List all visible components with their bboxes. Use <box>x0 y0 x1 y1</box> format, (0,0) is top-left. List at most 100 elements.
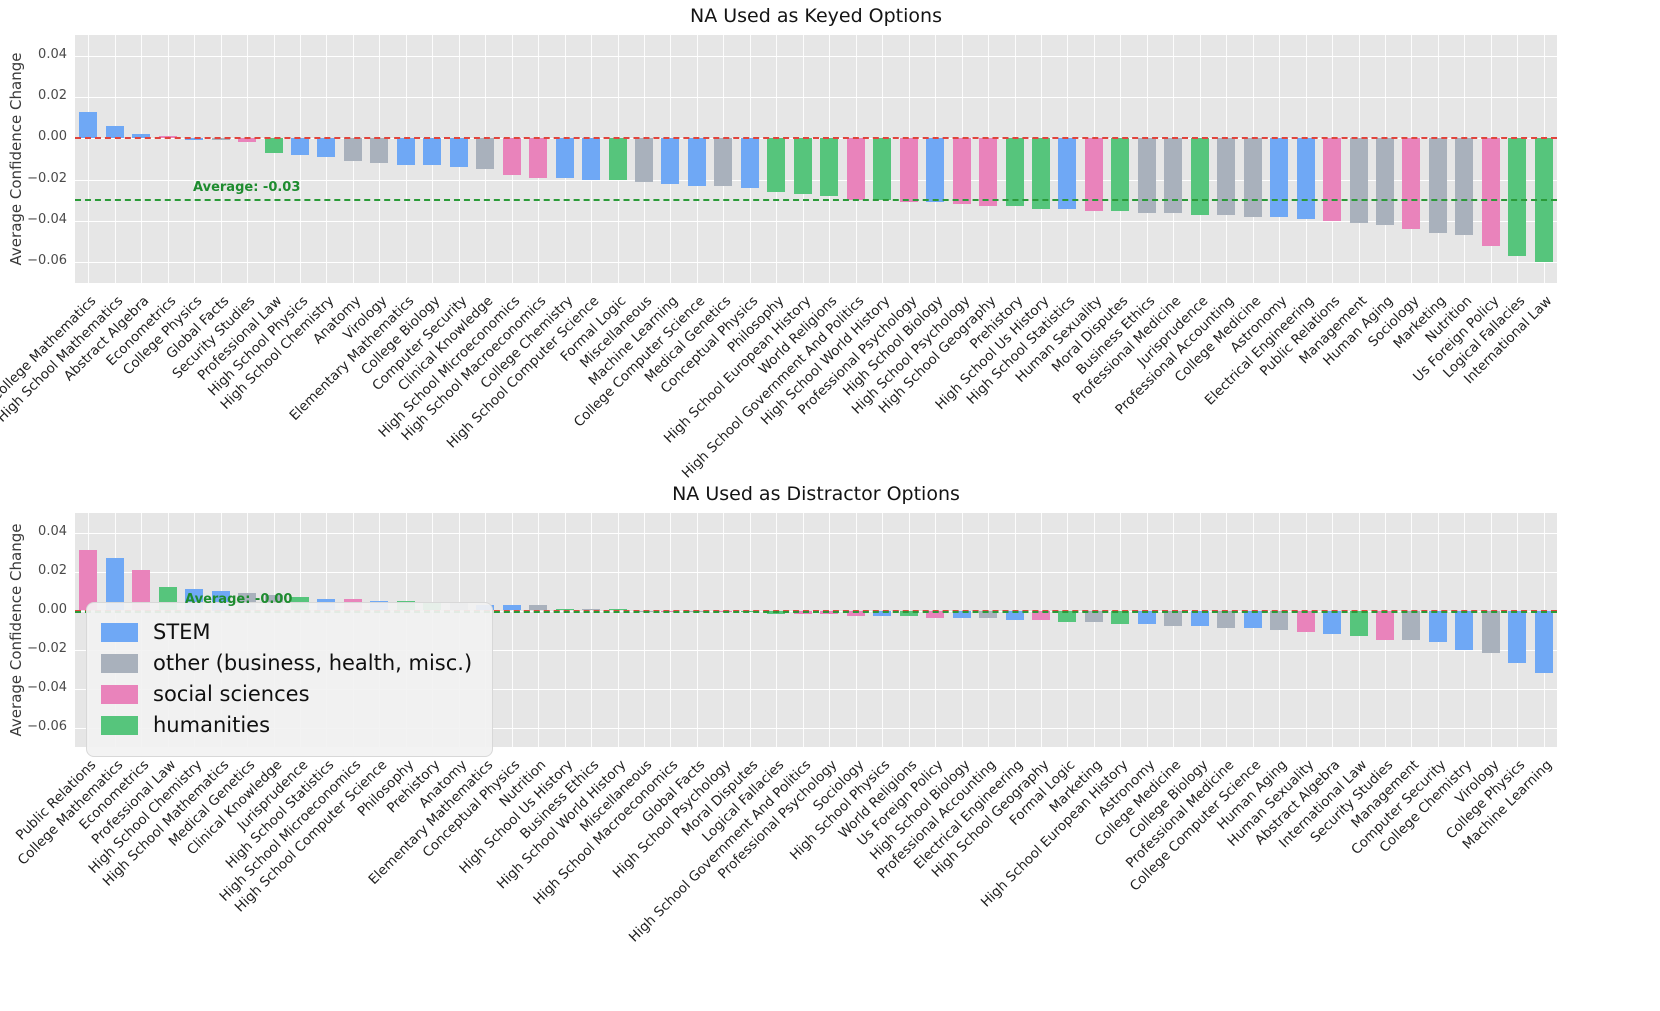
y-axis-label: Average Confidence Change <box>7 523 25 737</box>
gridline-vertical <box>908 513 910 747</box>
bar <box>370 138 389 164</box>
legend-swatch <box>101 715 138 735</box>
gridline-vertical <box>617 513 619 747</box>
average-line <box>75 199 1557 202</box>
bar <box>926 610 945 619</box>
bar <box>1481 610 1500 654</box>
bar <box>1058 610 1077 623</box>
bar <box>1031 610 1050 621</box>
bar <box>1508 138 1527 257</box>
bar <box>661 138 680 184</box>
gridline-vertical <box>220 35 222 283</box>
bar <box>1190 610 1209 627</box>
bar <box>1137 610 1156 625</box>
bar <box>1270 610 1289 630</box>
gridline-vertical <box>167 35 169 283</box>
gridline-vertical <box>1146 513 1148 747</box>
legend: STEM other (business, health, misc.) socia… <box>86 602 494 757</box>
gridline-vertical <box>670 513 672 747</box>
bar <box>1243 610 1262 628</box>
gridline-vertical <box>194 35 196 283</box>
gridline-vertical <box>776 513 778 747</box>
bar <box>873 138 892 201</box>
legend-item: other (business, health, misc.) <box>101 651 472 675</box>
gridline-horizontal <box>75 571 1557 573</box>
bar <box>582 608 601 611</box>
gridline-horizontal <box>75 97 1557 98</box>
bar <box>1455 610 1474 650</box>
bar <box>1349 138 1368 223</box>
bar <box>1164 138 1183 213</box>
gridline-vertical <box>749 513 751 747</box>
bar <box>1455 138 1474 236</box>
bar <box>529 604 548 611</box>
bar <box>238 138 256 143</box>
bar <box>1428 610 1447 642</box>
gridline-vertical <box>1014 513 1016 747</box>
bar <box>1005 138 1024 207</box>
gridline-vertical <box>829 513 831 747</box>
chart-title: NA Used as Keyed Options <box>690 5 942 27</box>
gridline-vertical <box>1173 513 1175 747</box>
legend-swatch <box>101 653 138 673</box>
bar <box>555 138 574 178</box>
legend-swatch <box>101 684 138 704</box>
y-axis-label: Average Confidence Change <box>7 52 25 266</box>
bar <box>1349 610 1368 636</box>
gridline-horizontal <box>75 688 1557 690</box>
bar <box>873 610 892 617</box>
bar <box>476 138 495 170</box>
bar <box>1402 610 1421 640</box>
y-tick-label: −0.06 <box>27 718 67 734</box>
bar <box>1428 138 1447 234</box>
legend-swatch <box>101 622 138 642</box>
bar <box>952 138 971 205</box>
y-tick-label: 0.04 <box>38 523 67 539</box>
bar <box>1243 138 1262 217</box>
bar <box>979 610 997 619</box>
gridline-vertical <box>855 513 857 747</box>
y-tick-label: −0.02 <box>27 640 67 656</box>
legend-label: humanities <box>153 713 271 737</box>
y-tick-label: −0.04 <box>27 679 67 695</box>
zero-line <box>75 137 1557 140</box>
gridline-vertical <box>696 513 698 747</box>
y-tick-label: −0.02 <box>27 170 67 186</box>
average-label: Average: -0.00 <box>185 592 293 608</box>
gridline-vertical <box>723 513 725 747</box>
bar <box>926 138 945 203</box>
bar <box>1190 138 1209 215</box>
gridline-vertical <box>935 513 937 747</box>
bar <box>1296 138 1315 219</box>
gridline-vertical <box>988 513 989 747</box>
bar <box>1164 610 1183 627</box>
bar <box>846 138 865 201</box>
bar <box>714 138 733 186</box>
gridline-vertical <box>1226 513 1228 747</box>
bar <box>899 138 918 203</box>
y-tick-label: 0.02 <box>38 562 67 578</box>
bar <box>1031 138 1050 209</box>
bar <box>979 138 997 207</box>
y-tick-label: −0.06 <box>27 253 67 269</box>
bar <box>211 138 230 141</box>
gridline-horizontal <box>75 727 1557 729</box>
chart-keyed-options: NA Used as Keyed Options Average Confide… <box>0 0 1660 481</box>
bar <box>1111 610 1130 625</box>
bar <box>1481 138 1500 246</box>
gridline-vertical <box>1040 513 1042 747</box>
bar <box>1111 138 1130 211</box>
bar <box>1323 610 1342 634</box>
gridline-vertical <box>1120 513 1122 747</box>
bar <box>793 138 812 195</box>
bar <box>1296 610 1315 632</box>
legend-label: other (business, health, misc.) <box>153 651 473 675</box>
bar <box>635 138 653 182</box>
y-tick-label: 0.02 <box>38 88 67 103</box>
bar <box>1376 138 1394 226</box>
gridline-vertical <box>644 513 645 747</box>
plot-area <box>75 35 1557 283</box>
gridline-vertical <box>247 35 248 283</box>
gridline-horizontal <box>75 649 1557 651</box>
